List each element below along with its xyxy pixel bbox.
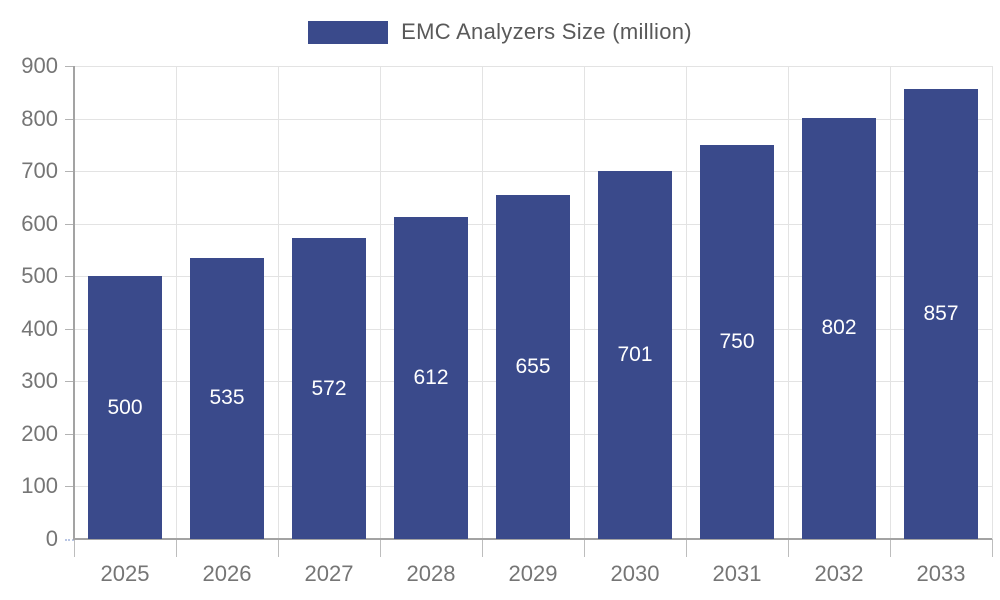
- y-axis-label: 800: [21, 105, 58, 131]
- bar: [190, 257, 264, 539]
- bar-value-label: 655: [515, 354, 551, 378]
- gridline-vertical: [686, 66, 687, 539]
- y-axis-label: 400: [21, 315, 58, 341]
- bar: [496, 194, 570, 539]
- y-axis-tick: [65, 539, 74, 541]
- y-axis-tick: [65, 328, 74, 330]
- y-axis-label: 900: [21, 53, 58, 78]
- bar-value-label: 802: [821, 316, 857, 340]
- x-axis-tick: [278, 539, 279, 557]
- gridline-vertical: [890, 66, 891, 539]
- bar-value-label: 535: [209, 386, 245, 410]
- gridline-vertical: [788, 66, 789, 539]
- x-axis-tick: [482, 539, 483, 557]
- y-axis-line: [73, 66, 75, 539]
- x-axis-label: 2032: [814, 561, 864, 586]
- y-axis-tick: [65, 66, 74, 67]
- bar: [700, 144, 774, 539]
- bar-value-label: 500: [107, 395, 143, 419]
- x-axis-tick: [380, 539, 381, 557]
- gridline-horizontal: [74, 118, 992, 120]
- bar-value-label: 572: [311, 376, 347, 400]
- x-axis-label: 2027: [304, 561, 354, 586]
- y-axis-tick: [65, 223, 74, 225]
- x-axis-label: 2029: [508, 561, 558, 586]
- x-axis-tick: [788, 539, 789, 557]
- y-axis-label: 100: [21, 473, 58, 499]
- bar: [802, 117, 876, 539]
- bar: [598, 170, 672, 539]
- bar-value-label: 750: [719, 329, 755, 353]
- legend: EMC Analyzers Size (million): [0, 19, 1000, 45]
- x-axis-label: 2028: [406, 561, 456, 586]
- x-axis-label: 2030: [610, 561, 660, 586]
- y-axis-label: 500: [21, 263, 58, 289]
- y-axis-tick: [65, 486, 74, 488]
- gridline-vertical: [584, 66, 585, 539]
- gridline-vertical: [482, 66, 483, 539]
- y-axis-tick: [65, 433, 74, 435]
- bar: [292, 238, 366, 539]
- bar: [394, 217, 468, 539]
- x-axis-tick: [890, 539, 891, 557]
- gridline-horizontal: [74, 66, 992, 67]
- bar: [88, 276, 162, 539]
- gridline-horizontal: [74, 171, 992, 173]
- y-axis-tick: [65, 381, 74, 383]
- legend-label: EMC Analyzers Size (million): [401, 19, 692, 44]
- x-axis-tick: [584, 539, 585, 557]
- x-axis-tick: [686, 539, 687, 557]
- y-axis-label: 700: [21, 158, 58, 184]
- x-axis-label: 2031: [712, 561, 762, 586]
- x-axis-line: [73, 538, 992, 540]
- bar-value-label: 701: [617, 342, 653, 366]
- y-axis-label: 0: [45, 526, 58, 551]
- y-axis-label: 600: [21, 210, 58, 236]
- x-axis-label: 2025: [100, 561, 150, 586]
- legend-swatch: [308, 20, 389, 44]
- bar-value-label: 857: [923, 301, 959, 325]
- bar: [904, 88, 978, 539]
- gridline-vertical: [992, 66, 993, 539]
- x-axis-tick: [992, 539, 993, 557]
- y-axis-tick: [65, 276, 74, 278]
- gridline-vertical: [380, 66, 381, 539]
- y-axis-label: 200: [21, 420, 58, 446]
- gridline-vertical: [176, 66, 177, 539]
- y-axis-label: 300: [21, 368, 58, 394]
- y-axis-tick: [65, 118, 74, 120]
- y-axis-tick: [65, 171, 74, 173]
- x-axis-label: 2033: [916, 561, 966, 586]
- bar-value-label: 612: [413, 366, 449, 390]
- x-axis-tick: [74, 539, 75, 557]
- x-axis-tick: [176, 539, 177, 557]
- gridline-vertical: [278, 66, 279, 539]
- x-axis-label: 2026: [202, 561, 252, 586]
